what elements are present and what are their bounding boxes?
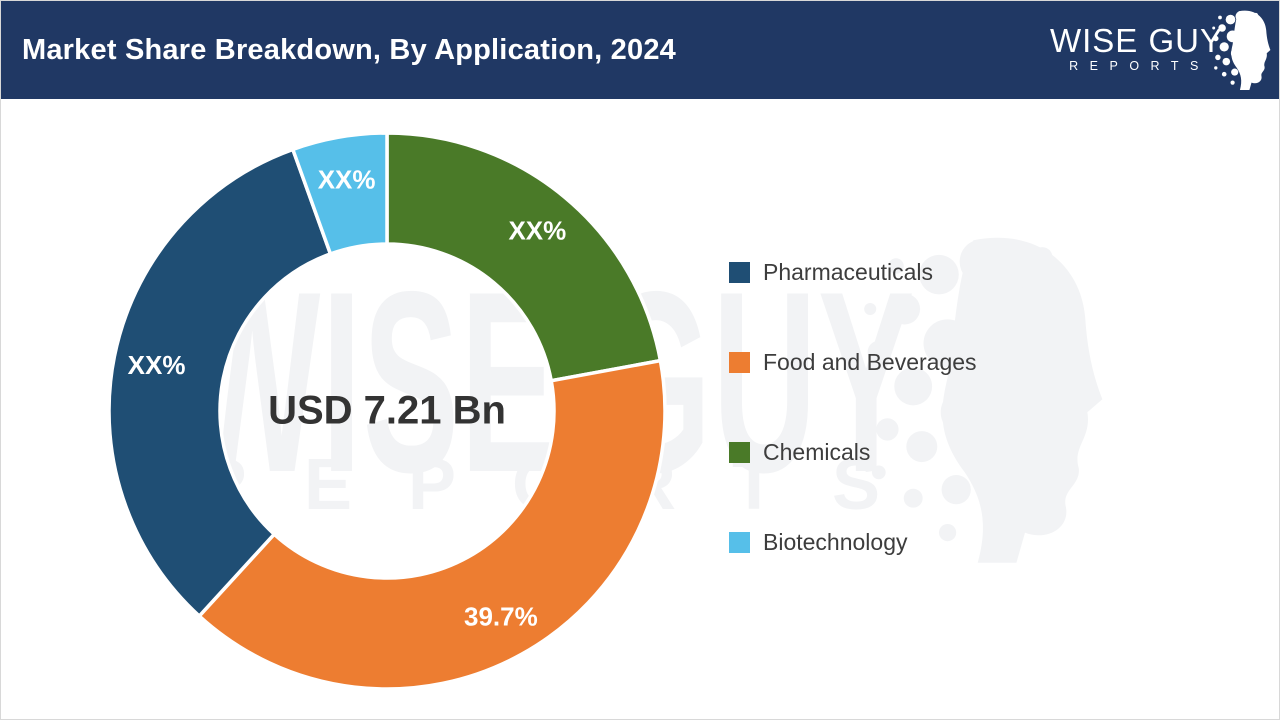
donut-segment-pharmaceuticals	[107, 147, 333, 618]
chart-legend: Pharmaceuticals Food and Beverages Chemica…	[729, 259, 977, 555]
legend-item-pharmaceuticals: Pharmaceuticals	[729, 259, 977, 285]
wise-guy-logo: WISE GUY REPORTS	[1050, 7, 1273, 91]
segment-value-label: XX%	[318, 164, 376, 194]
donut-segment-food-and-beverages	[197, 358, 667, 691]
donut-segment-biotechnology	[291, 131, 389, 256]
logo-face-icon	[1212, 10, 1271, 90]
logo-wordmark: WISE GUY	[1049, 22, 1223, 60]
header-bar: Market Share Breakdown, By Application, …	[1, 1, 1279, 99]
legend-label: Food and Beverages	[763, 349, 977, 375]
legend-label: Biotechnology	[763, 529, 908, 555]
legend-item-biotechnology: Biotechnology	[729, 529, 977, 555]
legend-swatch-icon	[729, 531, 750, 553]
donut-segment-chemicals	[385, 131, 663, 383]
legend-item-food-and-beverages: Food and Beverages	[729, 349, 977, 375]
segment-value-label: XX%	[128, 350, 186, 380]
legend-swatch-icon	[729, 261, 750, 283]
segment-value-label: XX%	[508, 215, 566, 245]
logo-reports-text: REPORTS	[1069, 58, 1210, 73]
legend-label: Chemicals	[763, 439, 871, 465]
page-title: Market Share Breakdown, By Application, …	[22, 33, 676, 66]
legend-swatch-icon	[729, 441, 750, 463]
legend-item-chemicals: Chemicals	[729, 439, 977, 465]
wise-guy-logo-text: WISE GUY REPORTS	[1050, 24, 1223, 74]
legend-swatch-icon	[729, 351, 750, 373]
chart-center-value: USD 7.21 Bn	[268, 388, 506, 433]
segment-value-label: 39.7%	[464, 602, 538, 632]
legend-label: Pharmaceuticals	[763, 259, 934, 285]
